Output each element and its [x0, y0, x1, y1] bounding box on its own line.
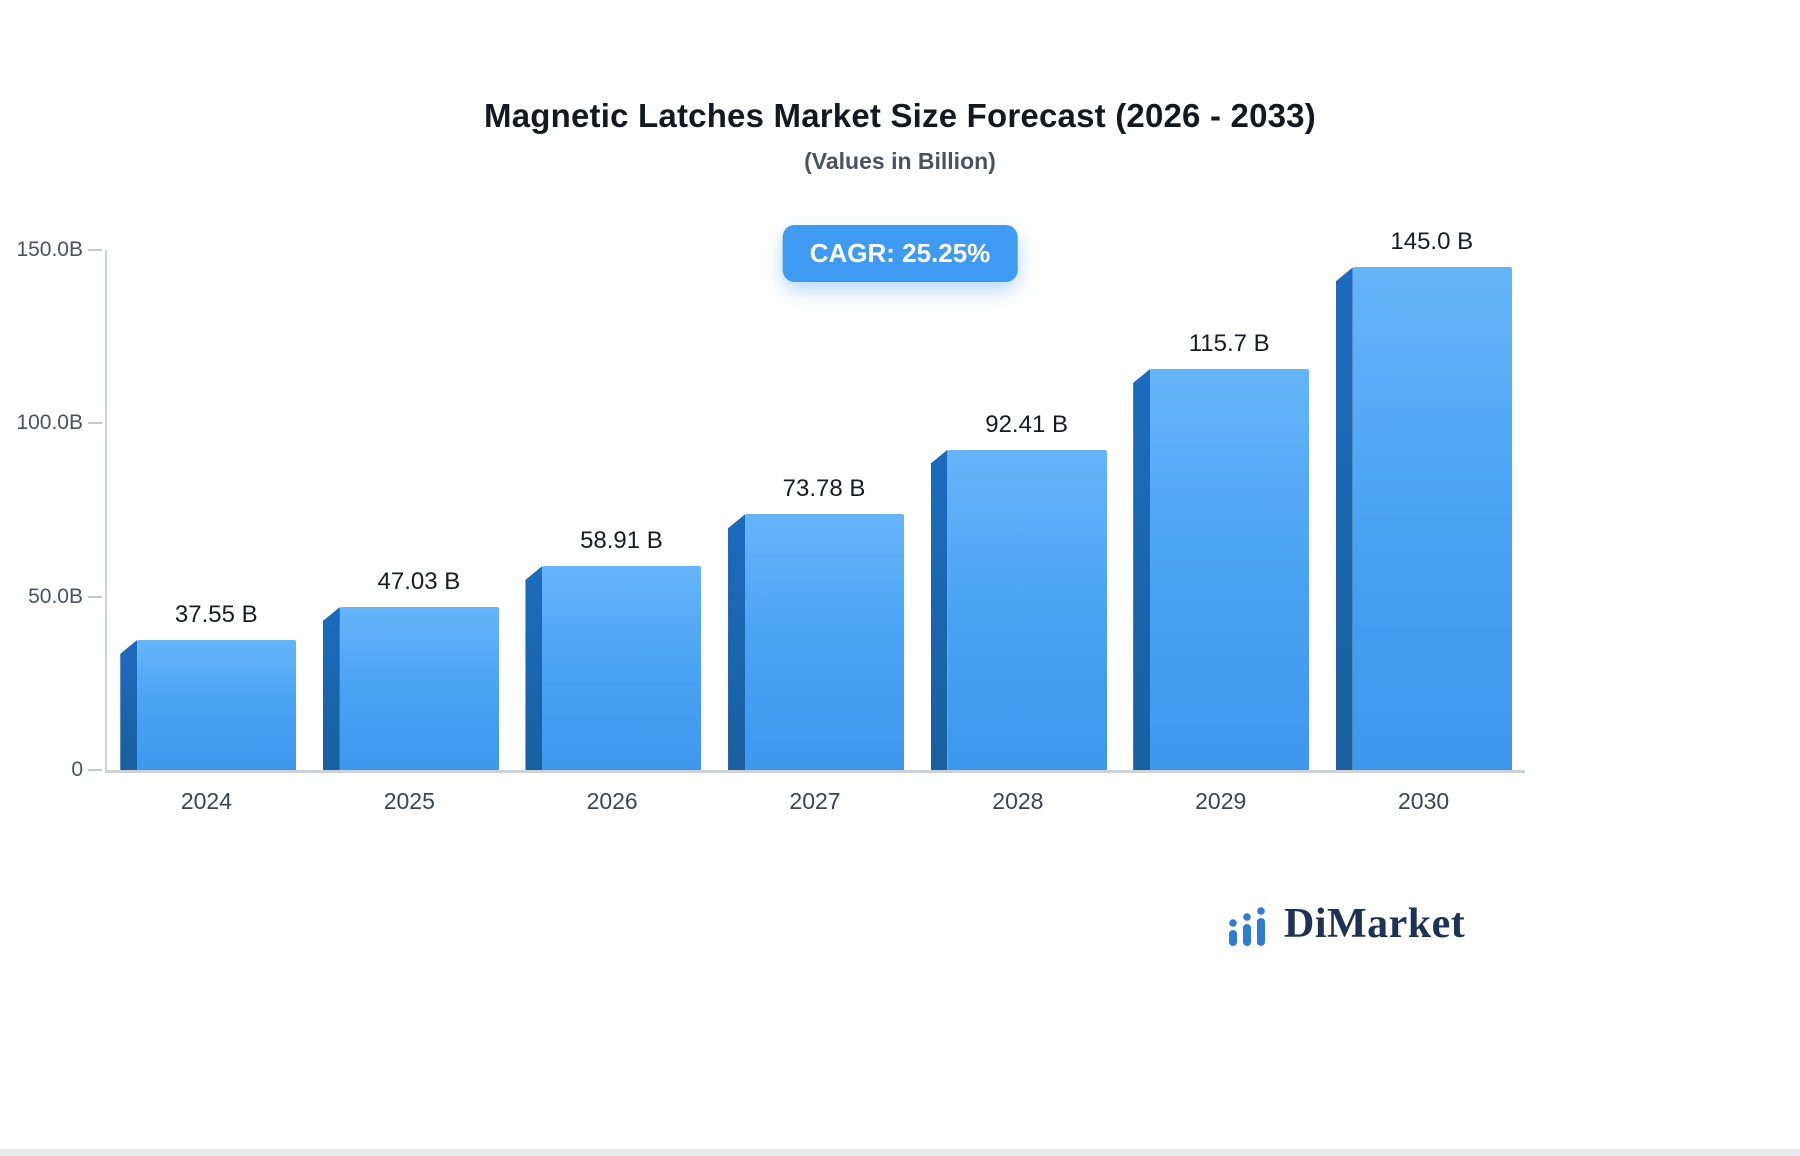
- bar-chart-plot-area: 37.55 B 47.03 B 58.91 B 73.78 B 92.41 B 115.7…: [16, 228, 1525, 781]
- bar-side-face: [728, 514, 746, 770]
- y-axis-tick: [88, 422, 102, 425]
- bar-2029: 115.7 B: [1133, 330, 1310, 770]
- bar-column-2024: 37.55 B: [107, 250, 310, 770]
- bar-value-label: 92.41 B: [985, 410, 1068, 438]
- bar-front-face: [1352, 267, 1512, 770]
- cagr-label: CAGR: 25.25%: [809, 238, 991, 268]
- bar-front-face: [745, 514, 905, 770]
- y-axis-label: 150.0B: [16, 238, 83, 261]
- bar-side-face: [525, 565, 543, 770]
- cagr-badge: CAGR: 25.25%: [782, 225, 1018, 282]
- bar-column-2027: 73.78 B: [715, 250, 918, 770]
- bar-column-2025: 47.03 B: [310, 250, 513, 770]
- x-axis-label-2027: 2027: [789, 788, 841, 814]
- x-axis-label-2025: 2025: [383, 788, 435, 814]
- bar-value-label: 47.03 B: [377, 568, 461, 595]
- y-axis-tick: [88, 595, 102, 598]
- chart-subtitle: (Values in Billion): [804, 148, 996, 174]
- bar-value-label: 145.0 B: [1390, 228, 1474, 256]
- bar-side-face: [120, 639, 138, 770]
- y-axis-label: 100.0B: [16, 411, 83, 435]
- bar-2027: 73.78 B: [728, 475, 905, 770]
- x-axis-label-2030: 2030: [1398, 788, 1450, 814]
- x-axis-label-2026: 2026: [586, 788, 638, 814]
- y-axis-tick: [88, 249, 102, 251]
- bar-value-label: 115.7 B: [1188, 329, 1270, 357]
- y-axis-label: 0: [71, 758, 83, 781]
- brand-bar-chart-icon: [1229, 907, 1265, 946]
- bar-2030: 145.0 B: [1335, 228, 1512, 770]
- x-axis-label-2029: 2029: [1195, 788, 1247, 814]
- chart-title: Magnetic Latches Market Size Forecast (2…: [484, 97, 1316, 134]
- bar-front-face: [1150, 368, 1310, 770]
- footer-strip: [0, 1149, 1800, 1156]
- bar-side-face: [1335, 267, 1353, 770]
- x-axis-line: [105, 770, 1525, 773]
- bar-side-face: [322, 607, 340, 770]
- bar-2028: 92.41 B: [930, 411, 1107, 770]
- bar-front-face: [339, 607, 499, 770]
- bar-front-face: [947, 449, 1107, 770]
- bar-front-face: [137, 639, 297, 770]
- bar-column-2030: 145.0 B: [1322, 228, 1525, 770]
- bar-value-label: 73.78 B: [782, 475, 866, 503]
- x-axis-label-2028: 2028: [992, 788, 1044, 814]
- bar-value-label: 58.91 B: [580, 526, 663, 554]
- bar-column-2028: 92.41 B: [917, 250, 1120, 770]
- bar-value-label: 37.55 B: [174, 600, 258, 628]
- bar-column-2029: 115.7 B: [1120, 250, 1323, 770]
- bars-container: 37.55 B 47.03 B 58.91 B 73.78 B 92.41 B 115.7…: [107, 228, 1525, 770]
- y-axis-label: 50.0B: [28, 584, 83, 608]
- bar-2024: 37.55 B: [120, 601, 297, 770]
- brand-name: DiMarket: [1284, 901, 1466, 947]
- bar-2025: 47.03 B: [322, 568, 499, 770]
- x-axis-labels-row: 2024 2025 2026 2027 2028 2029 2030: [105, 788, 1525, 815]
- y-axis-tick: [88, 769, 102, 771]
- bar-column-2026: 58.91 B: [512, 250, 715, 770]
- bar-2026: 58.91 B: [525, 527, 702, 770]
- brand-logo: DiMarket: [1225, 898, 1465, 950]
- bar-side-face: [1133, 368, 1151, 770]
- bar-side-face: [930, 449, 948, 770]
- bar-front-face: [542, 565, 702, 770]
- x-axis-label-2024: 2024: [180, 788, 233, 814]
